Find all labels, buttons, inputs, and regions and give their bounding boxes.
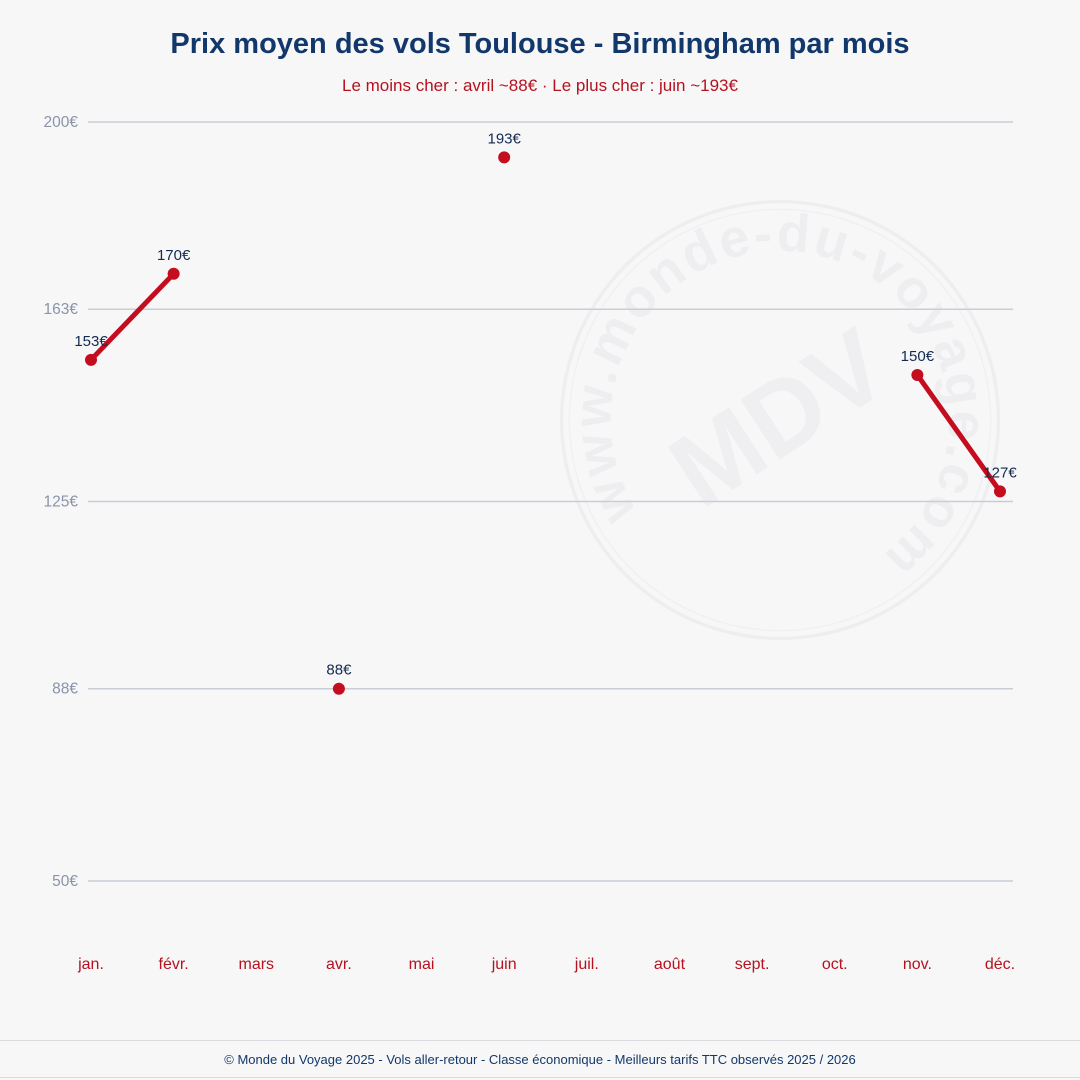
point-value-label: 150€ (901, 348, 935, 365)
point-value-label: 153€ (74, 333, 108, 350)
x-axis-month-label: févr. (159, 956, 189, 973)
line-segment (88, 271, 177, 363)
data-point (994, 485, 1006, 498)
point-value-label: 127€ (983, 464, 1017, 481)
data-point (85, 353, 97, 366)
x-axis-month-label: déc. (985, 956, 1015, 973)
data-point (332, 682, 345, 695)
x-axis-month-label: juil. (574, 956, 599, 973)
x-axis-month-label: nov. (903, 956, 932, 973)
point-value-label: 88€ (326, 662, 352, 679)
x-axis-month-label: jan. (77, 956, 104, 973)
x-axis-month-label: oct. (822, 956, 848, 973)
point-value-label: 170€ (157, 247, 191, 264)
y-axis-tick-label: 50€ (52, 873, 78, 890)
data-point (911, 369, 924, 381)
x-axis-month-label: juin (491, 956, 517, 973)
y-axis-tick-label: 200€ (44, 114, 79, 131)
y-axis-tick-label: 88€ (52, 681, 78, 698)
line-segment (914, 372, 1003, 494)
data-point (498, 151, 511, 164)
footer-note: © Monde du Voyage 2025 - Vols aller-reto… (0, 1040, 1080, 1078)
y-axis-tick-label: 125€ (44, 494, 79, 511)
x-axis-month-label: août (654, 956, 686, 973)
x-axis-month-label: mars (238, 956, 274, 973)
data-point (167, 267, 180, 280)
x-axis-month-label: avr. (326, 956, 352, 973)
x-axis-month-label: sept. (735, 956, 770, 973)
y-axis-tick-label: 163€ (44, 301, 79, 318)
chart-subtitle: Le moins cher : avril ~88€ · Le plus che… (342, 76, 738, 95)
page-title: Prix moyen des vols Toulouse - Birmingha… (170, 28, 910, 60)
x-axis-month-label: mai (409, 956, 435, 973)
point-value-label: 193€ (487, 130, 521, 147)
